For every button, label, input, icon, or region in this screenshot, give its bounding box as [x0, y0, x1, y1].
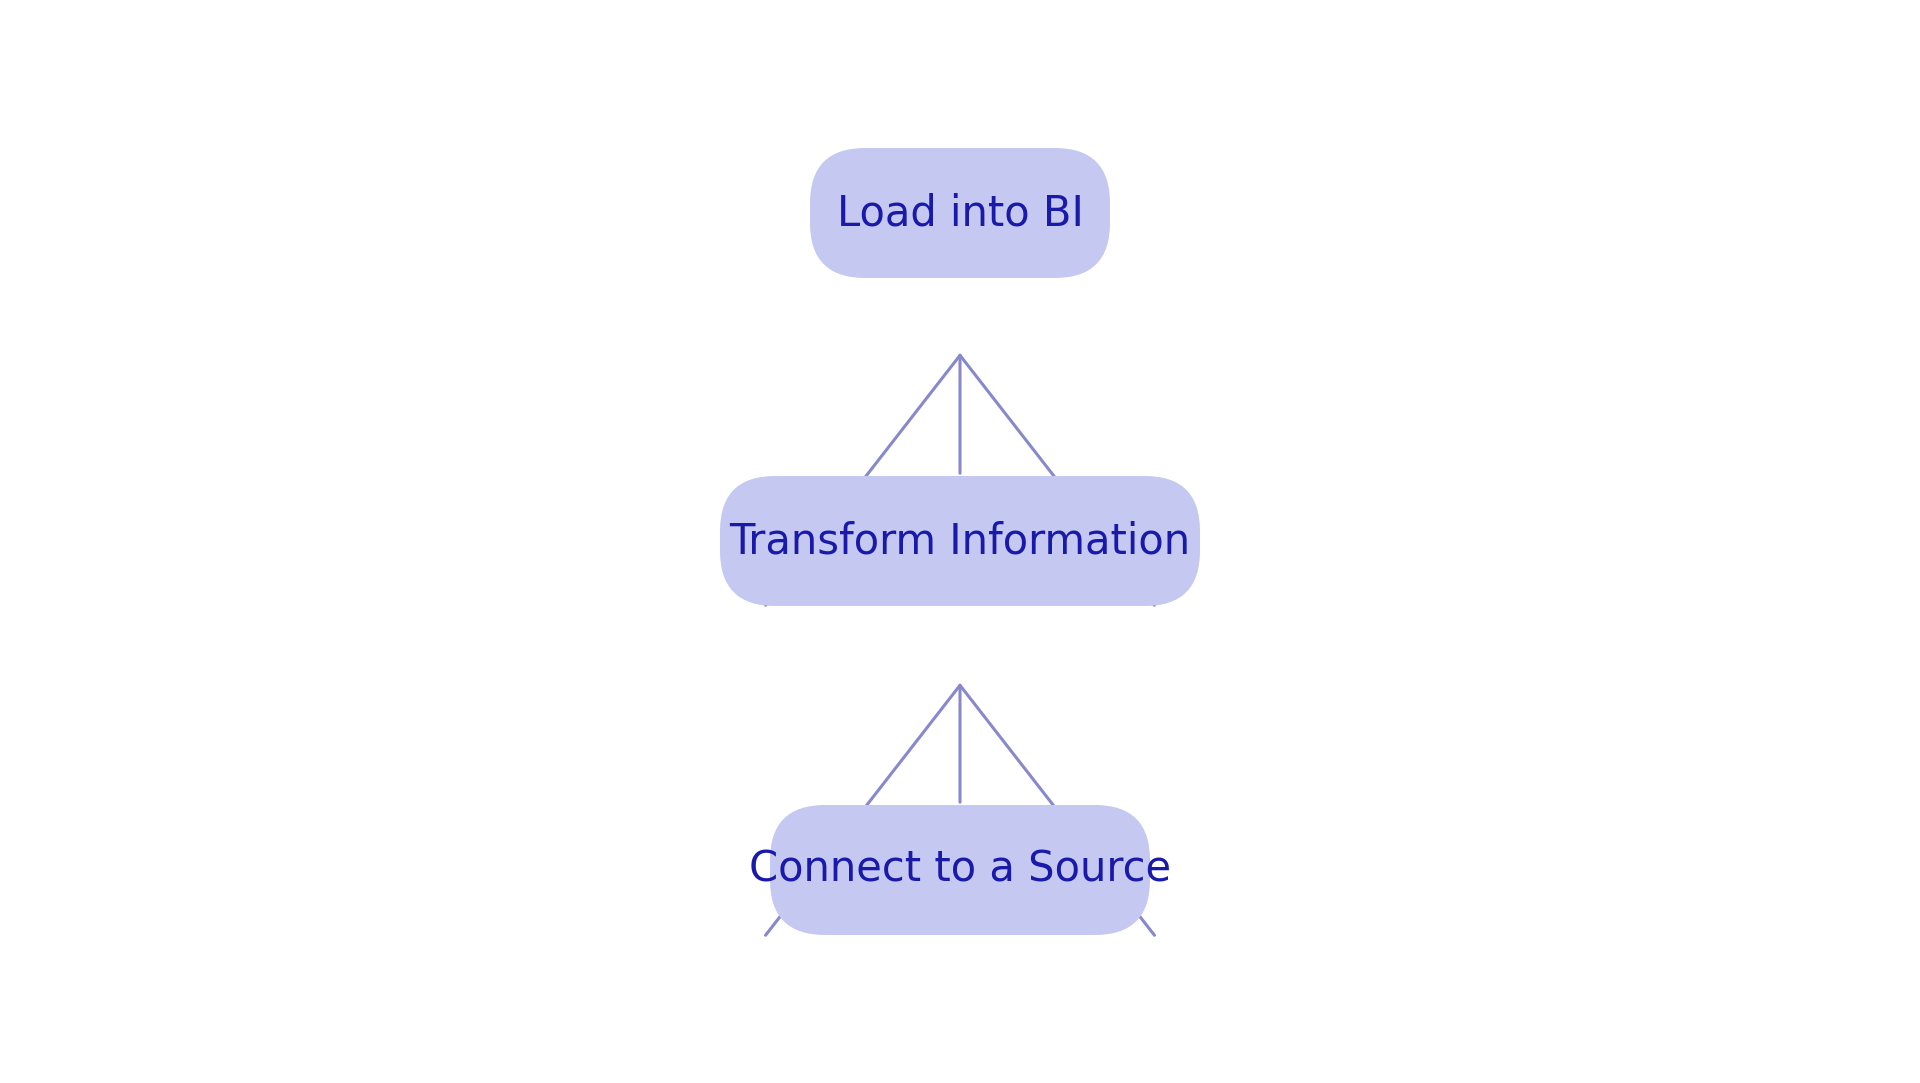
Text: Load into BI: Load into BI — [837, 192, 1083, 234]
FancyBboxPatch shape — [810, 148, 1110, 278]
FancyBboxPatch shape — [720, 477, 1200, 606]
Text: Connect to a Source: Connect to a Source — [749, 849, 1171, 891]
FancyBboxPatch shape — [770, 805, 1150, 935]
Text: Transform Information: Transform Information — [730, 520, 1190, 562]
